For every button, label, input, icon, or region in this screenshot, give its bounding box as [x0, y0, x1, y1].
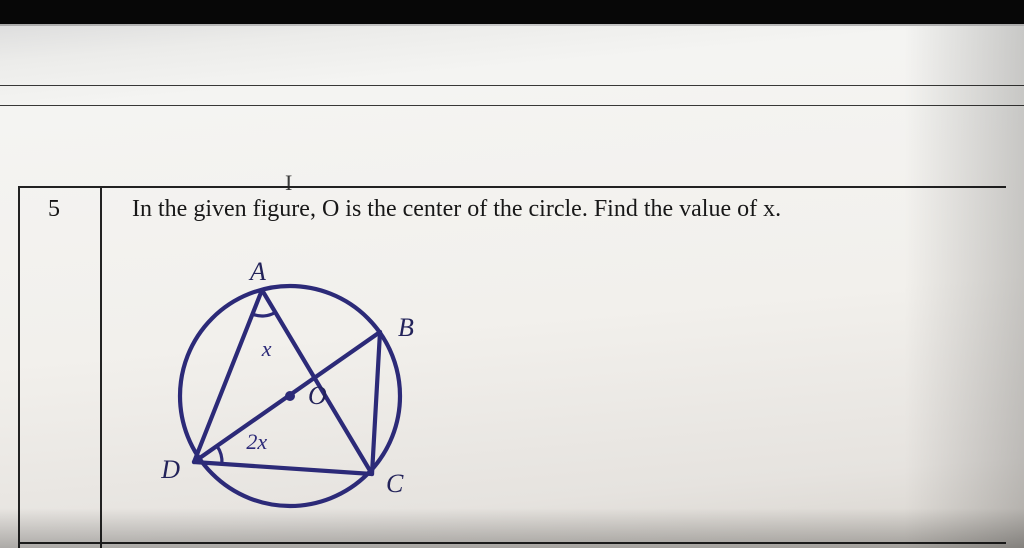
circle-diagram-svg: x 2x A B C D O [150, 226, 430, 526]
rule-line-1 [0, 85, 1024, 86]
svg-text:B: B [398, 313, 414, 342]
screenshot-root: I 5 In the given figure, O is the center… [0, 0, 1024, 548]
svg-text:x: x [261, 336, 272, 361]
monitor-bezel [0, 0, 1024, 24]
rule-line-2 [0, 105, 1024, 106]
question-5-text: In the given figure, O is the center of … [132, 196, 781, 223]
table-row-divider [18, 542, 1006, 544]
question-5-figure: x 2x A B C D O [150, 226, 430, 526]
worksheet-paper: I 5 In the given figure, O is the center… [0, 26, 1024, 548]
svg-text:2x: 2x [246, 429, 267, 454]
svg-text:D: D [160, 455, 180, 484]
svg-text:O: O [308, 381, 327, 410]
table-col-divider [100, 186, 102, 548]
question-5-number: 5 [48, 196, 60, 223]
svg-text:A: A [248, 257, 266, 286]
svg-text:C: C [386, 469, 404, 498]
table-top-border [18, 186, 1006, 188]
table-left-border [18, 186, 20, 548]
text-cursor-mark: I [285, 170, 292, 196]
